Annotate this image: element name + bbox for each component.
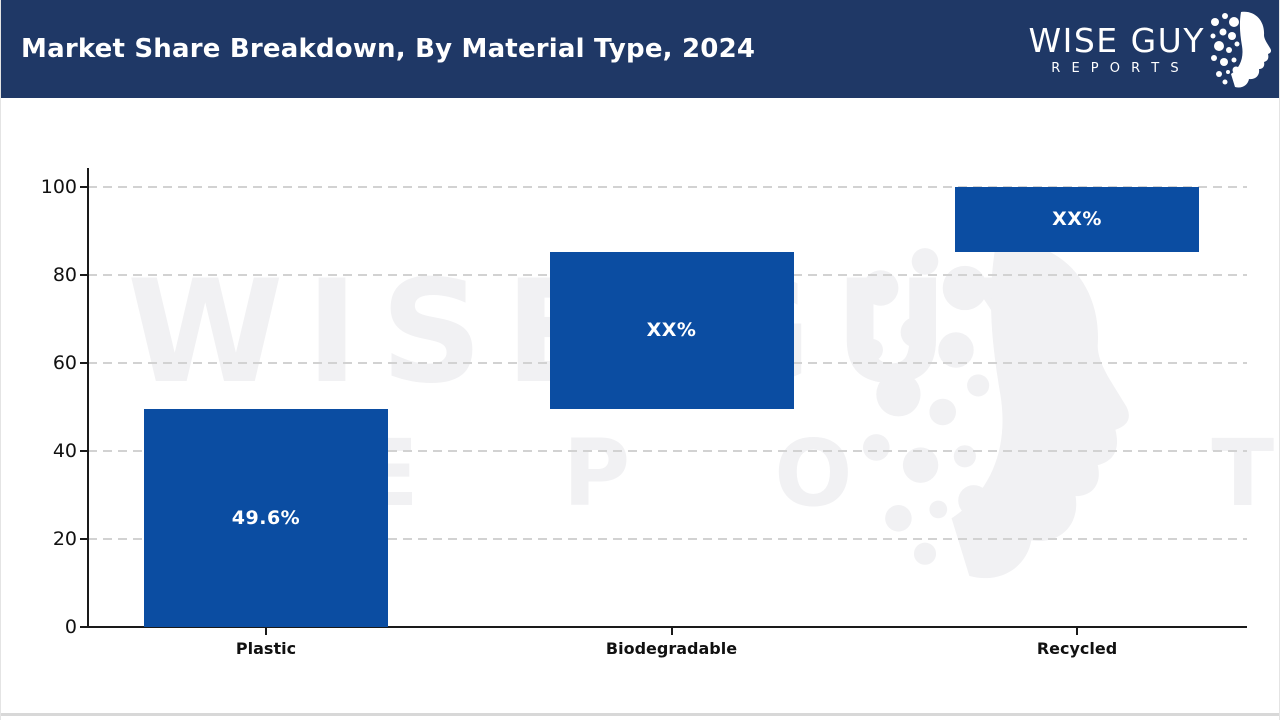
y-tick-label: 0: [64, 616, 77, 638]
x-tick-mark: [1076, 627, 1078, 635]
x-tick-label: Biodegradable: [605, 639, 738, 658]
wiseguy-logo-text: WISE GUY R E P O R T S: [1028, 23, 1205, 77]
y-tick-mark: [80, 537, 88, 540]
y-tick-mark: [80, 626, 88, 628]
logo-wordmark: WISE GUY: [1028, 21, 1205, 60]
bar-value-label: XX%: [646, 319, 697, 342]
y-tick-mark: [80, 449, 88, 452]
y-tick-mark: [80, 185, 88, 188]
y-tick-mark: [80, 361, 88, 364]
dotted-head-profile-icon: [1210, 11, 1271, 88]
chart-title: Market Share Breakdown, By Material Type…: [21, 34, 756, 64]
x-axis-spine: [87, 626, 1247, 628]
y-tick-label: 80: [52, 263, 77, 286]
watermark-dotted-head-icon: [860, 242, 1129, 579]
bar-biodegradable: XX%: [549, 252, 794, 409]
gridline-y-100: [88, 185, 1247, 188]
x-tick-label: Recycled: [1036, 639, 1118, 658]
y-tick-label: 20: [52, 527, 77, 550]
wiseguy-logo: WISE GUY R E P O R T S: [1028, 6, 1271, 94]
bar-value-label: 49.6%: [231, 506, 301, 529]
gridline-y-40: [88, 449, 1247, 452]
logo-subtitle: R E P O R T S: [1051, 61, 1183, 76]
y-axis-spine: [87, 168, 89, 628]
bar-value-label: XX%: [1052, 208, 1102, 231]
y-tick-label: 40: [52, 439, 77, 462]
bar-recycled: XX%: [955, 186, 1199, 253]
bottom-divider: [1, 713, 1279, 716]
y-tick-label: 60: [52, 351, 77, 374]
bar-plastic: 49.6%: [144, 408, 388, 627]
y-tick-mark: [80, 273, 88, 276]
header-bar: Market Share Breakdown, By Material Type…: [1, 0, 1279, 98]
x-tick-mark: [670, 627, 673, 635]
x-tick-label: Plastic: [235, 639, 297, 658]
y-tick-label: 100: [40, 175, 77, 198]
gridline-y-20: [88, 537, 1247, 540]
x-tick-mark: [265, 627, 267, 635]
